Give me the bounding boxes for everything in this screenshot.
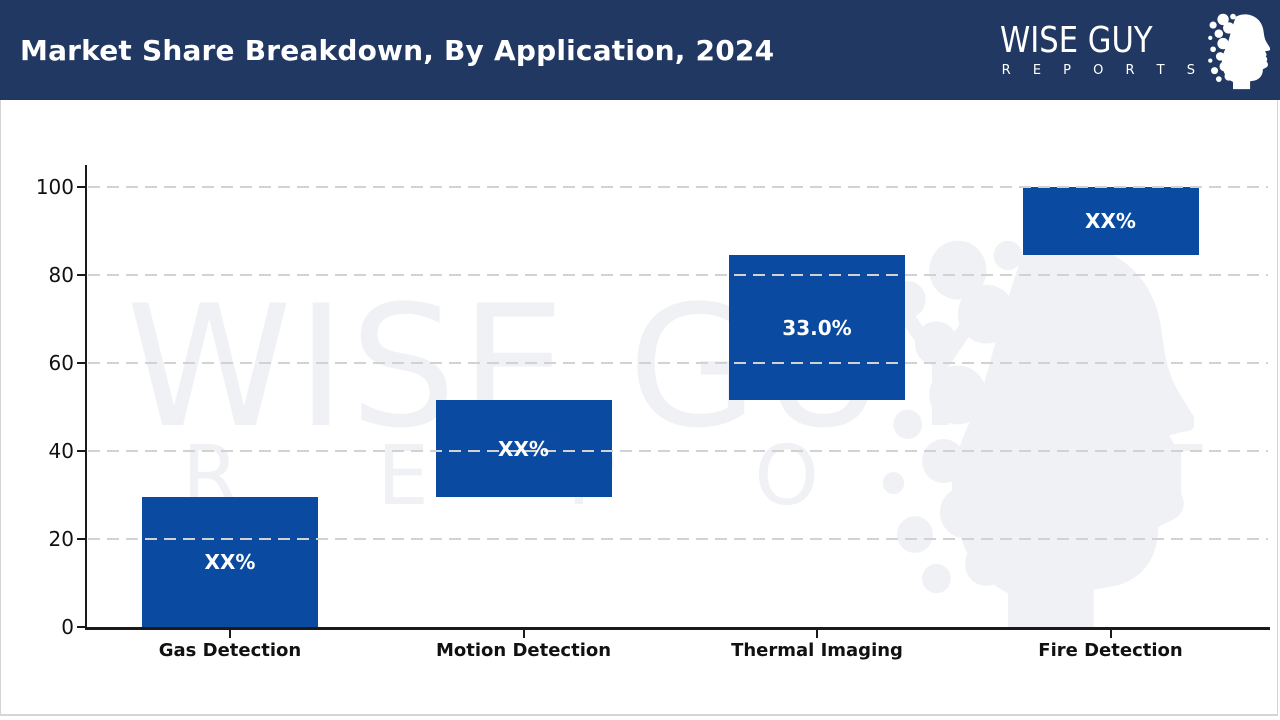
- bar-fire-detection: [1022, 187, 1199, 256]
- y-axis-tick: [77, 186, 86, 188]
- gridline-60: [88, 362, 1268, 364]
- header-bar: Market Share Breakdown, By Application, …: [0, 0, 1280, 100]
- chart-title: Market Share Breakdown, By Application, …: [20, 33, 775, 67]
- bar-value-label: XX%: [204, 550, 256, 575]
- gridline-100: [88, 186, 1268, 188]
- y-axis-tick: [77, 274, 86, 276]
- x-axis-category-label: Fire Detection: [1038, 640, 1183, 661]
- y-axis-tick-label: 0: [61, 615, 74, 639]
- bar-value-label: 33.0%: [782, 315, 852, 340]
- head-profile-icon: [1208, 13, 1270, 90]
- x-axis-category-label: Motion Detection: [435, 640, 612, 661]
- y-axis-tick-label: 60: [48, 351, 74, 375]
- y-axis-tick-label: 20: [48, 527, 74, 551]
- wise-guy-logo: WISE GUY R E P O R T S: [1000, 6, 1270, 94]
- y-axis-tick-label: 40: [48, 439, 74, 463]
- x-axis-tick: [522, 630, 525, 638]
- bar-thermal-imaging: [729, 255, 905, 401]
- gridline-20: [88, 538, 1268, 540]
- logo-wise-guy-text: WISE GUY: [999, 20, 1153, 61]
- y-axis-tick: [77, 450, 86, 452]
- bar-gas-detection: [142, 497, 318, 627]
- y-axis-tick-label: 80: [48, 263, 74, 287]
- logo-text: WISE GUY R E P O R T S: [999, 20, 1204, 79]
- y-axis-tick: [77, 538, 86, 540]
- gridline-80: [88, 274, 1268, 276]
- gridline-40: [88, 450, 1268, 452]
- y-axis-tick: [77, 626, 86, 628]
- bar-motion-detection: [435, 400, 612, 498]
- bar-value-label: XX%: [498, 436, 549, 461]
- y-axis-line: [85, 165, 87, 629]
- x-axis-category-label: Thermal Imaging: [731, 640, 903, 661]
- x-axis-line: [85, 627, 1270, 630]
- logo-reports-text: R E P O R T S: [1001, 63, 1204, 78]
- y-axis-tick: [77, 362, 86, 364]
- x-axis-tick: [229, 630, 231, 638]
- bar-value-label: XX%: [1085, 209, 1136, 234]
- y-axis-tick-label: 100: [35, 175, 74, 199]
- watermark-head-profile: [882, 240, 1194, 630]
- x-axis-category-label: Gas Detection: [158, 640, 302, 661]
- x-axis-tick: [816, 630, 818, 638]
- x-axis-tick: [1109, 630, 1112, 638]
